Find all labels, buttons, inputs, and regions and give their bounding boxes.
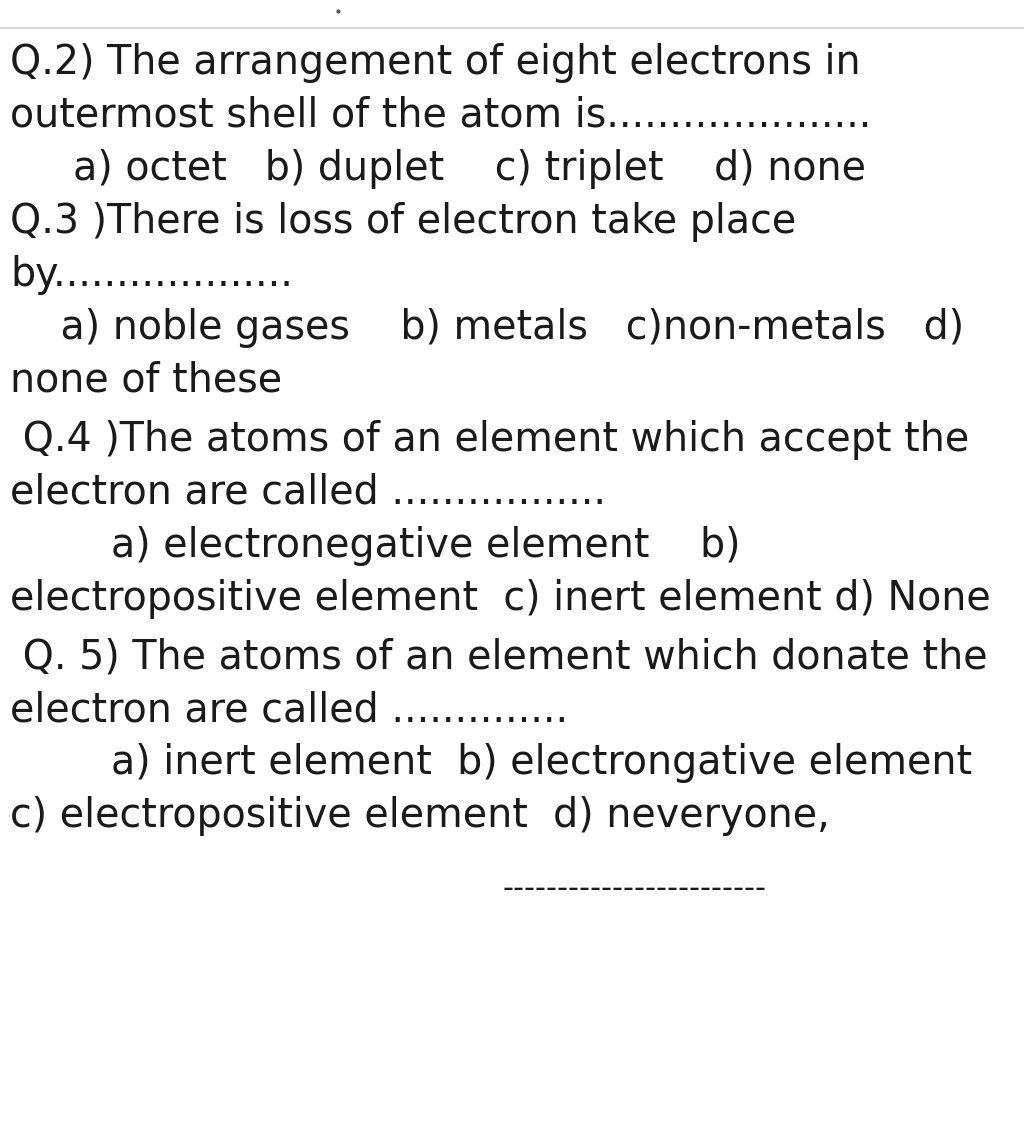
Text: Q.4 )The atoms of an element which accept the: Q.4 )The atoms of an element which accep…	[10, 420, 970, 459]
Text: electron are called ..............: electron are called ..............	[10, 690, 568, 730]
Text: Q.3 )There is loss of electron take place: Q.3 )There is loss of electron take plac…	[10, 202, 797, 241]
Text: outermost shell of the atom is.....................: outermost shell of the atom is..........…	[10, 96, 871, 135]
Text: electropositive element  c) inert element d) None: electropositive element c) inert element…	[10, 579, 991, 618]
Text: c) electropositive element  d) neveryone,: c) electropositive element d) neveryone,	[10, 796, 830, 836]
Text: a) electronegative element    b): a) electronegative element b)	[10, 526, 740, 565]
Text: Q. 5) The atoms of an element which donate the: Q. 5) The atoms of an element which dona…	[10, 637, 988, 677]
Text: none of these: none of these	[10, 361, 283, 400]
Text: ------------------------: ------------------------	[503, 874, 767, 904]
Text: a) octet   b) duplet    c) triplet    d) none: a) octet b) duplet c) triplet d) none	[10, 149, 866, 188]
Text: a) inert element  b) electrongative element: a) inert element b) electrongative eleme…	[10, 743, 973, 783]
Text: a) noble gases    b) metals   c)non-metals   d): a) noble gases b) metals c)non-metals d)	[10, 308, 965, 347]
Text: by...................: by...................	[10, 255, 293, 294]
Text: Q.2) The arrangement of eight electrons in: Q.2) The arrangement of eight electrons …	[10, 43, 861, 82]
Text: electron are called .................: electron are called .................	[10, 473, 606, 512]
